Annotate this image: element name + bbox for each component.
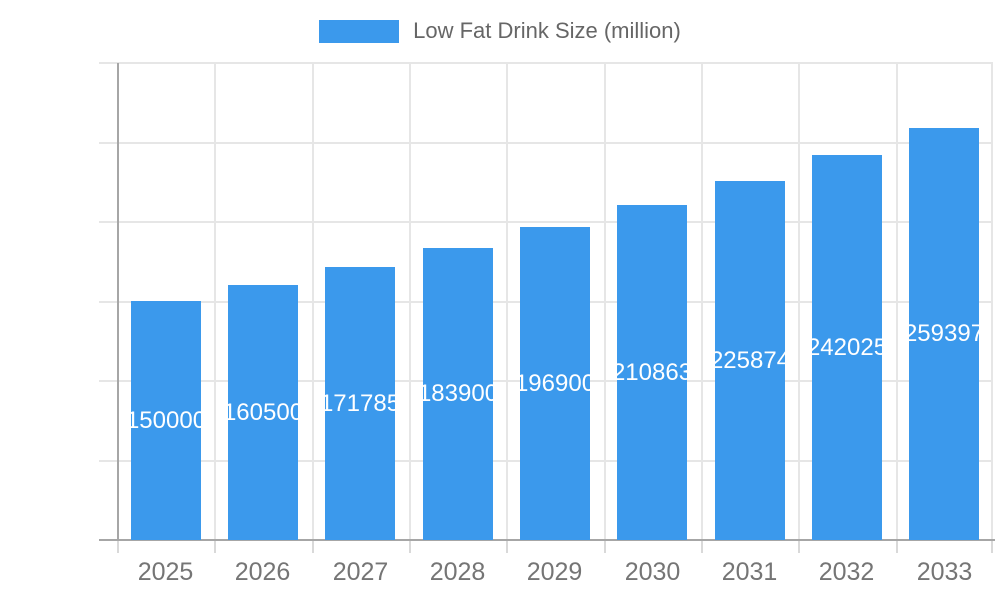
bar-2029[interactable]: 196900 (520, 227, 590, 540)
bar-value-label: 183900 (423, 380, 493, 407)
gridline-v (506, 63, 508, 540)
legend: Low Fat Drink Size (million) (0, 18, 1000, 44)
bar-value-label: 150000 (131, 406, 201, 434)
gridline-h (99, 142, 993, 144)
x-axis-tick-label: 2028 (429, 558, 486, 586)
x-axis-tick-label: 2032 (818, 558, 875, 586)
x-axis-tick-mark (701, 540, 703, 553)
gridline-v (991, 63, 993, 540)
x-axis-tick-label: 2033 (916, 558, 973, 586)
bar-value-label: 196900 (520, 369, 590, 397)
bar-2031[interactable]: 225874 (715, 181, 785, 540)
bar-2030[interactable]: 210863 (617, 205, 687, 540)
x-axis-tick-label: 2027 (332, 558, 389, 586)
x-axis-baseline (99, 539, 995, 541)
bar-2032[interactable]: 242025 (812, 155, 882, 540)
bar-value-label: 160500 (228, 398, 298, 426)
x-axis-tick-mark (798, 540, 800, 553)
gridline-v (798, 63, 800, 540)
gridline-h (99, 221, 993, 223)
x-axis-tick-mark (312, 540, 314, 553)
gridline-v (896, 63, 898, 540)
bar-2033[interactable]: 259397 (909, 128, 979, 540)
bar-2027[interactable]: 171785 (325, 267, 395, 540)
bar-value-label: 210863 (617, 358, 687, 386)
x-axis-tick-label: 2025 (137, 558, 194, 586)
bar-value-label: 259397 (909, 320, 979, 347)
x-axis-tick-mark (604, 540, 606, 553)
x-axis-tick-label: 2030 (624, 558, 681, 586)
plot-area: 150000 160500 171785 183900 196900 210863 2258… (99, 62, 993, 540)
y-axis: 050000100000150000200000250000300000 (0, 0, 100, 600)
gridline-v (604, 63, 606, 540)
legend-swatch (319, 19, 400, 43)
x-axis-tick-mark (991, 540, 993, 553)
gridline-v (701, 63, 703, 540)
bar-value-label: 171785 (325, 389, 395, 417)
gridline-v (409, 63, 411, 540)
x-axis-tick-label: 2026 (234, 558, 291, 586)
gridline-h (99, 62, 993, 64)
bar-value-label: 242025 (812, 333, 882, 361)
x-axis-tick-label: 2031 (721, 558, 778, 586)
bar-2026[interactable]: 160500 (228, 285, 298, 540)
bar-2025[interactable]: 150000 (131, 301, 201, 540)
x-axis-tick-label: 2029 (526, 558, 583, 586)
y-axis-line (117, 63, 119, 540)
x-axis-tick-mark (896, 540, 898, 553)
x-axis-tick-mark (409, 540, 411, 553)
x-axis-tick-mark (506, 540, 508, 553)
gridline-v (214, 63, 216, 540)
x-axis-tick-mark (214, 540, 216, 553)
x-axis-tick-mark (117, 540, 119, 553)
gridline-v (312, 63, 314, 540)
legend-label: Low Fat Drink Size (million) (413, 18, 681, 43)
bar-value-label: 225874 (715, 346, 785, 374)
bar-2028[interactable]: 183900 (423, 248, 493, 540)
